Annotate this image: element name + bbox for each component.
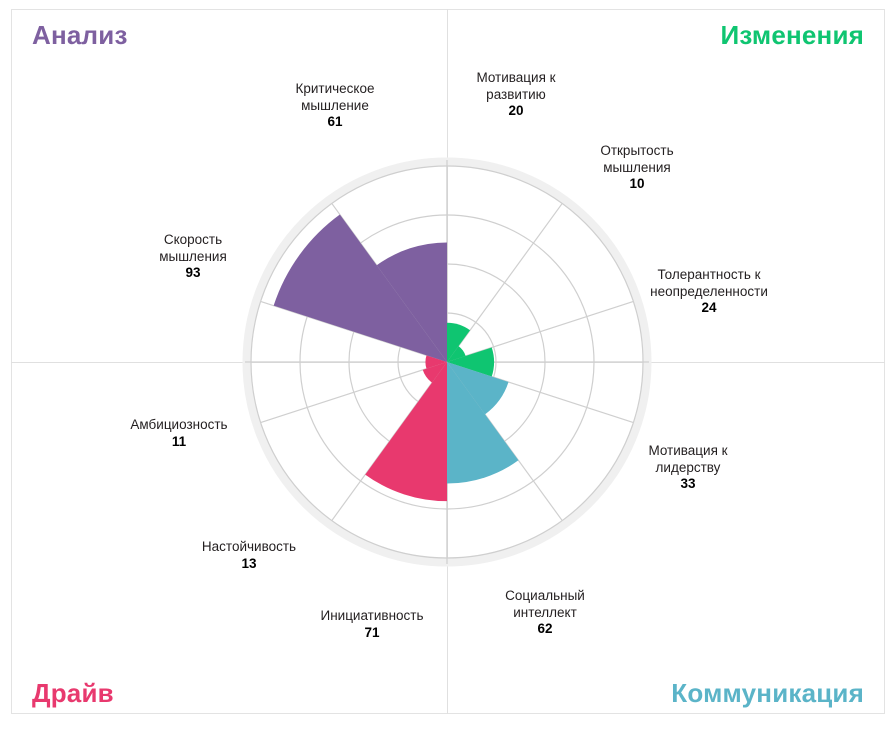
point-value: 93 <box>185 265 201 280</box>
point-label-text-2: лидерству <box>655 459 721 475</box>
point-value: 24 <box>701 300 717 315</box>
point-label-text: Критическое <box>295 81 375 96</box>
point-label-text: Амбициозность <box>130 417 228 432</box>
point-value: 10 <box>629 176 645 191</box>
point-value: 62 <box>537 621 553 636</box>
point-label-initiative: Инициативность 71 <box>320 608 423 641</box>
point-label-text-2: развитию <box>486 86 546 102</box>
point-label-motivation-development: Мотивация к развитию 20 <box>476 70 555 120</box>
point-label-text-2: мышление <box>301 97 369 113</box>
point-label-text-2: мышления <box>603 159 671 175</box>
point-label-ambition: Амбициозность 11 <box>130 417 227 450</box>
point-value: 11 <box>171 433 187 449</box>
point-value: 71 <box>364 624 380 640</box>
point-value: 33 <box>680 476 696 491</box>
point-label-text: Мотивация к <box>648 443 728 458</box>
point-label-tolerance-uncertainty: Толерантность к неопределенности 24 <box>650 267 768 317</box>
quadrant-label-communication: Коммуникация <box>671 678 864 708</box>
point-label-social-intelligence: Социальный интеллект 62 <box>505 588 585 638</box>
point-label-text: Мотивация к <box>476 70 556 85</box>
point-value: 20 <box>508 103 524 118</box>
point-label-text: Инициативность <box>320 608 424 623</box>
point-label-text-2: неопределенности <box>650 283 768 299</box>
point-label-text-2: мышления <box>159 248 227 264</box>
point-label-text: Социальный <box>505 588 585 603</box>
point-label-text: Толерантность к <box>657 267 761 282</box>
point-label-motivation-leadership: Мотивация к лидерству 33 <box>648 443 727 493</box>
point-label-thinking-speed: Скорость мышления 93 <box>159 232 227 282</box>
point-label-text: Скорость <box>163 232 223 247</box>
point-label-open-mindedness: Открытость мышления 10 <box>600 143 673 193</box>
point-value: 61 <box>327 114 343 129</box>
quadrant-label-changes: Изменения <box>720 20 864 50</box>
point-label-text: Настойчивость <box>201 539 297 554</box>
point-label-critical-thinking: Критическое мышление 61 <box>295 81 374 131</box>
point-value: 13 <box>241 555 257 571</box>
quadrant-divider-horizontal <box>11 362 885 363</box>
quadrant-label-analysis: Анализ <box>32 20 128 50</box>
point-label-text: Открытость <box>600 143 674 158</box>
quadrant-label-drive: Драйв <box>32 678 114 708</box>
point-label-text-2: интеллект <box>513 604 577 620</box>
point-label-persistence: Настойчивость 13 <box>202 539 296 572</box>
